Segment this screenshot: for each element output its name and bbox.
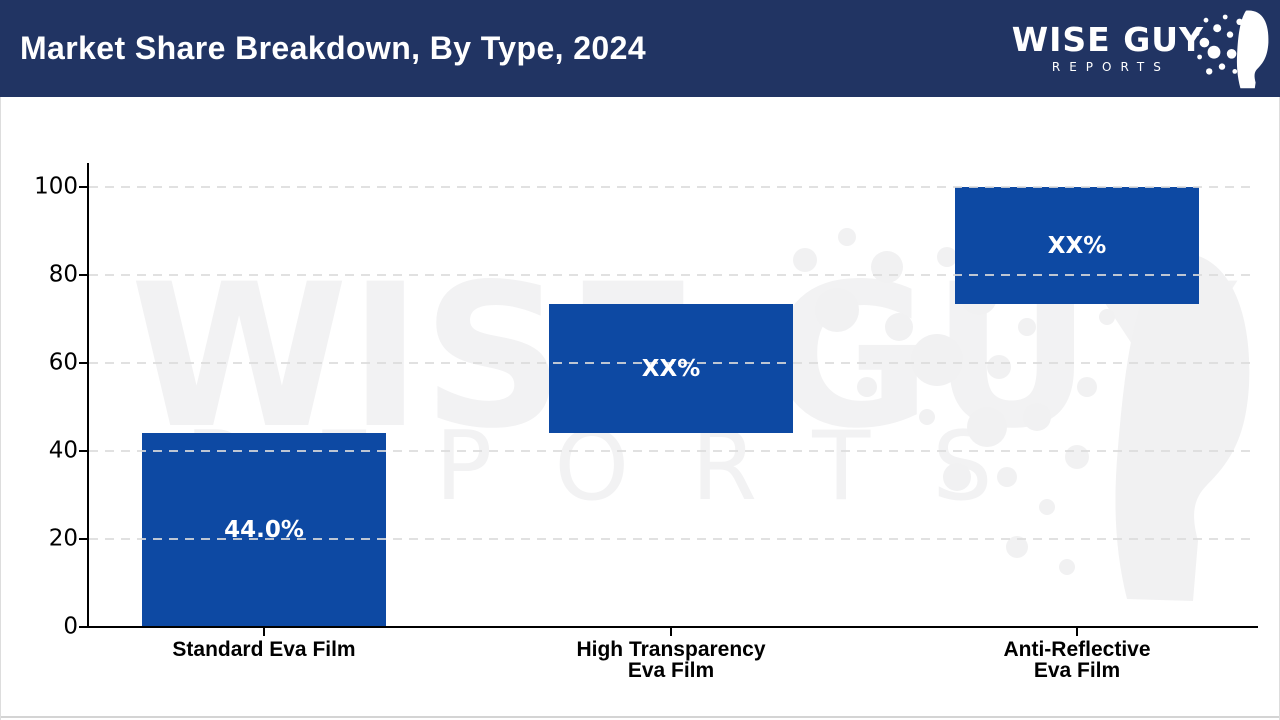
bar-value-label: 44.0%: [224, 517, 304, 544]
x-category-label-line: Eva Film: [627, 659, 715, 682]
brand-logo: WISE GUY REPORTS: [1012, 0, 1270, 97]
x-category-label: Standard Eva Film: [104, 639, 424, 660]
x-category-label-line: High Transparency: [576, 638, 766, 661]
bottom-hairline: [0, 716, 1280, 718]
y-tick-label: 60: [48, 349, 78, 376]
brand-subtitle: REPORTS: [1051, 60, 1170, 74]
y-gridline: [89, 186, 1257, 188]
y-tick-mark: [79, 538, 87, 540]
y-tick-label: 20: [48, 525, 78, 552]
bar-segment: [142, 433, 386, 627]
left-hairline: [0, 97, 1, 720]
brand-name: WISE GUY: [1011, 20, 1204, 59]
x-category-label: Anti-Reflective Eva Film: [917, 639, 1237, 681]
y-tick-mark: [79, 362, 87, 364]
y-axis-line: [87, 163, 89, 628]
x-axis-line: [87, 626, 1258, 628]
y-tick-mark: [79, 626, 87, 628]
x-category-label-line: Standard Eva Film: [172, 638, 356, 661]
y-tick-mark: [79, 450, 87, 452]
y-tick-label: 40: [48, 437, 78, 464]
bar-value-label: XX%: [641, 355, 701, 382]
y-gridline: [89, 274, 1257, 276]
x-tick-mark: [263, 628, 265, 636]
y-tick-label: 100: [34, 173, 78, 200]
x-category-label-line: Eva Film: [1033, 659, 1121, 682]
y-tick-mark: [79, 186, 87, 188]
y-tick-label: 80: [48, 261, 78, 288]
bar-segment: [549, 304, 793, 434]
chart-title: Market Share Breakdown, By Type, 2024: [20, 30, 647, 66]
x-tick-mark: [1076, 628, 1078, 636]
y-tick-mark: [79, 274, 87, 276]
x-category-label: High Transparency Eva Film: [511, 639, 831, 681]
y-gridline: [89, 362, 1257, 364]
brand-face-dots-icon: [1193, 9, 1269, 88]
y-gridline: [89, 538, 1257, 540]
y-tick-label: 0: [63, 613, 78, 640]
header-bar: Market Share Breakdown, By Type, 2024 WI…: [0, 0, 1280, 97]
x-category-label-line: Anti-Reflective: [1003, 638, 1151, 661]
y-gridline: [89, 450, 1257, 452]
x-tick-mark: [670, 628, 672, 636]
